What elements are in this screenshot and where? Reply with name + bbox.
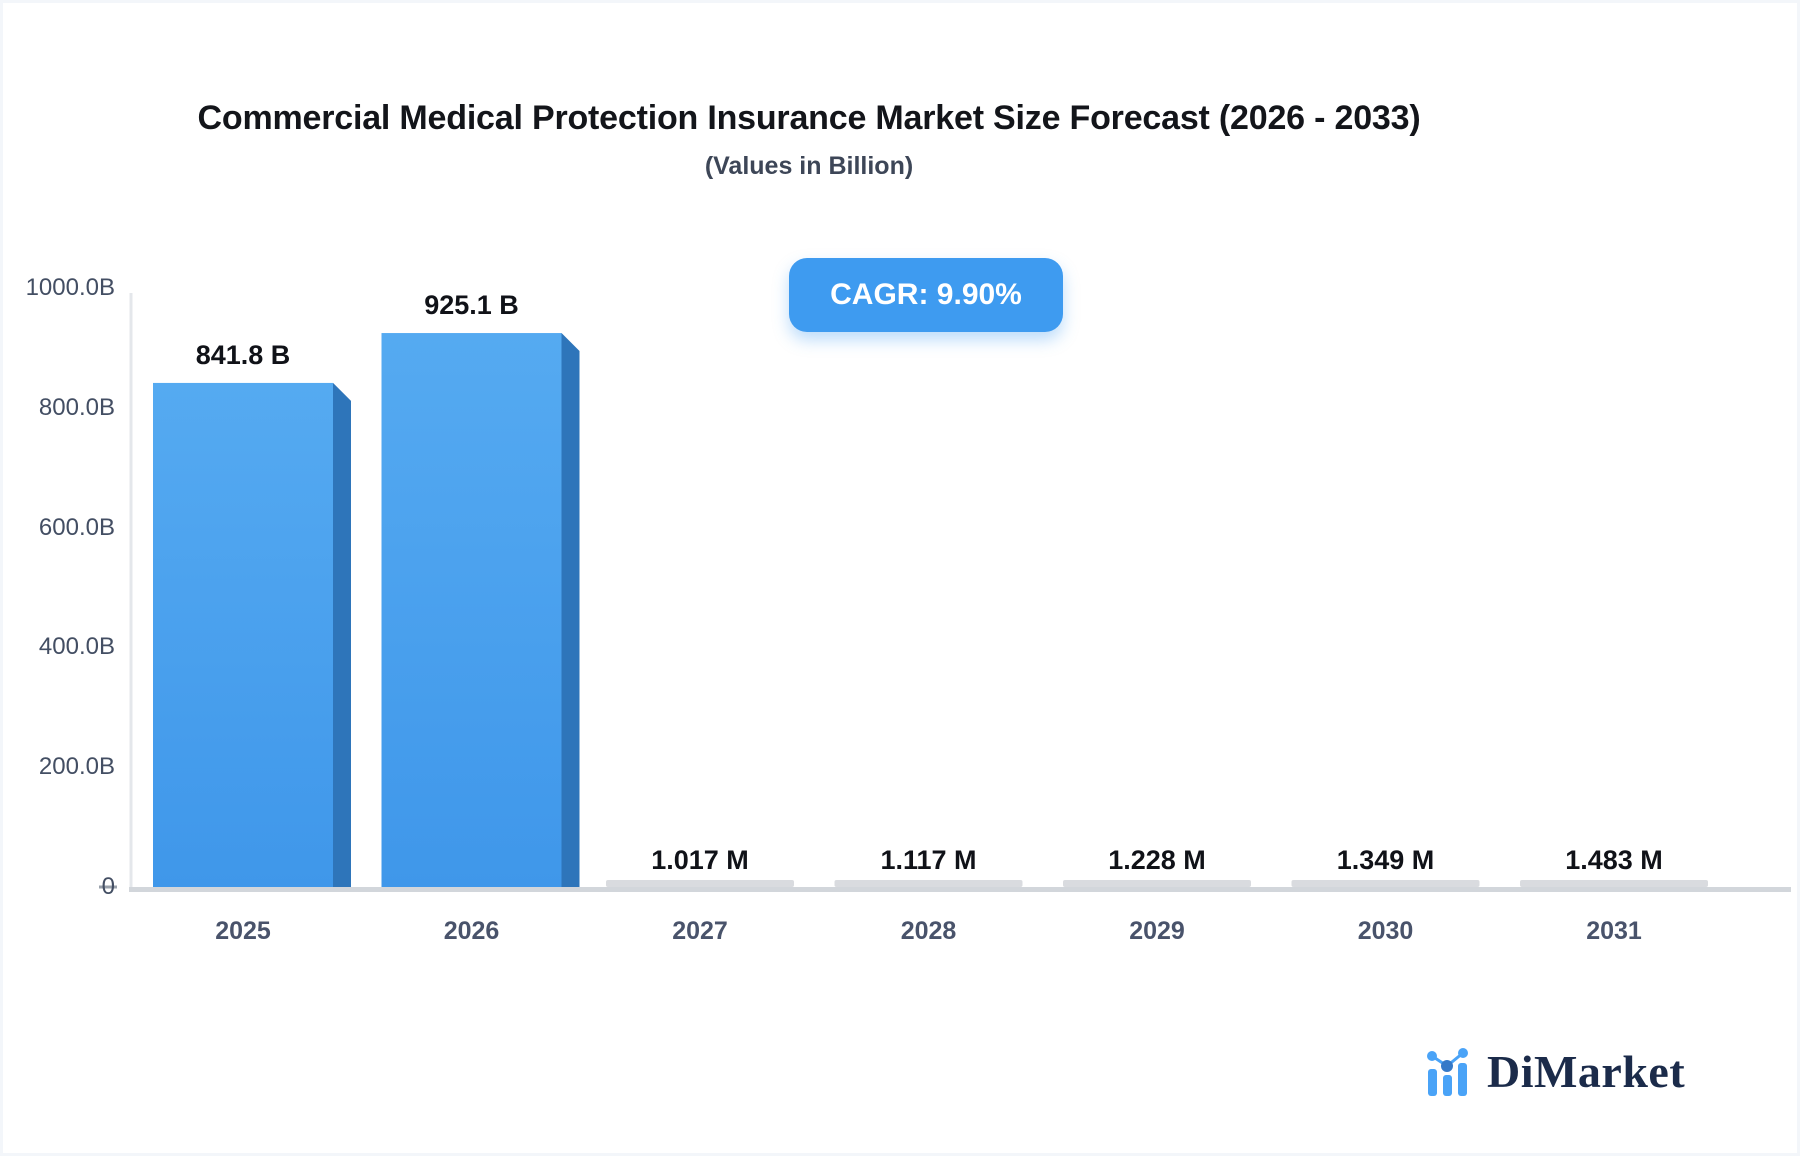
- x-tick-label-2031: 2031: [1586, 917, 1642, 945]
- chart-header: Commercial Medical Protection Insurance …: [3, 99, 1615, 181]
- bar-2026: [381, 333, 562, 887]
- cagr-badge: CAGR: 9.90%: [789, 258, 1063, 332]
- flat-bar-2027: [606, 880, 794, 887]
- x-tick-label-2028: 2028: [900, 917, 957, 945]
- flat-bar-2031: [1520, 880, 1708, 887]
- y-tick-label-400.0B: 400.0B: [38, 633, 115, 661]
- x-tick-label-2026: 2026: [443, 917, 500, 945]
- x-tick-label-2025: 2025: [215, 917, 271, 945]
- y-tick-label-200.0B: 200.0B: [38, 753, 115, 781]
- y-tick-label-0: 0: [101, 873, 115, 900]
- bar-chart-logo-icon: [1427, 1047, 1468, 1096]
- logo-dot-2: [1441, 1059, 1453, 1072]
- value-label-2029: 1.228 M: [1108, 845, 1206, 875]
- value-label-2025: 841.8 B: [195, 339, 291, 370]
- flat-bar-2028: [834, 880, 1023, 887]
- value-label-2027: 1.017 M: [651, 845, 749, 875]
- value-label-2026: 925.1 B: [424, 290, 519, 321]
- flat-bar-2030: [1291, 880, 1480, 887]
- x-axis-line: [129, 887, 1791, 892]
- chart-title: Commercial Medical Protection Insurance …: [197, 99, 1421, 137]
- chart-subtitle: (Values in Billion): [704, 152, 914, 180]
- logo-bar-1: [1428, 1068, 1437, 1096]
- dimarket-logo: DiMarket: [1427, 1045, 1685, 1098]
- value-label-2030: 1.349 M: [1336, 845, 1435, 875]
- bar-2025: [153, 382, 333, 887]
- logo-text: DiMarket: [1487, 1046, 1686, 1097]
- bar-side-2026: [561, 333, 580, 887]
- x-tick-label-2027: 2027: [672, 917, 728, 945]
- value-label-2031: 1.483 M: [1565, 845, 1663, 875]
- logo-bar-2: [1443, 1074, 1452, 1096]
- y-tick-label-600.0B: 600.0B: [38, 513, 115, 541]
- x-tick-label-2030: 2030: [1357, 917, 1414, 945]
- logo-bar-3: [1458, 1062, 1467, 1096]
- y-tick-label-800.0B: 800.0B: [38, 393, 115, 421]
- y-tick-label-1000.0B: 1000.0B: [25, 274, 115, 302]
- bar-chart-plot: [99, 293, 1791, 892]
- bar-side-2025: [333, 382, 351, 887]
- flat-bar-2029: [1063, 880, 1251, 887]
- value-label-2028: 1.117 M: [880, 845, 977, 875]
- x-tick-label-2029: 2029: [1129, 917, 1185, 945]
- logo-dot-1: [1427, 1050, 1437, 1061]
- logo-dot-3: [1458, 1047, 1468, 1058]
